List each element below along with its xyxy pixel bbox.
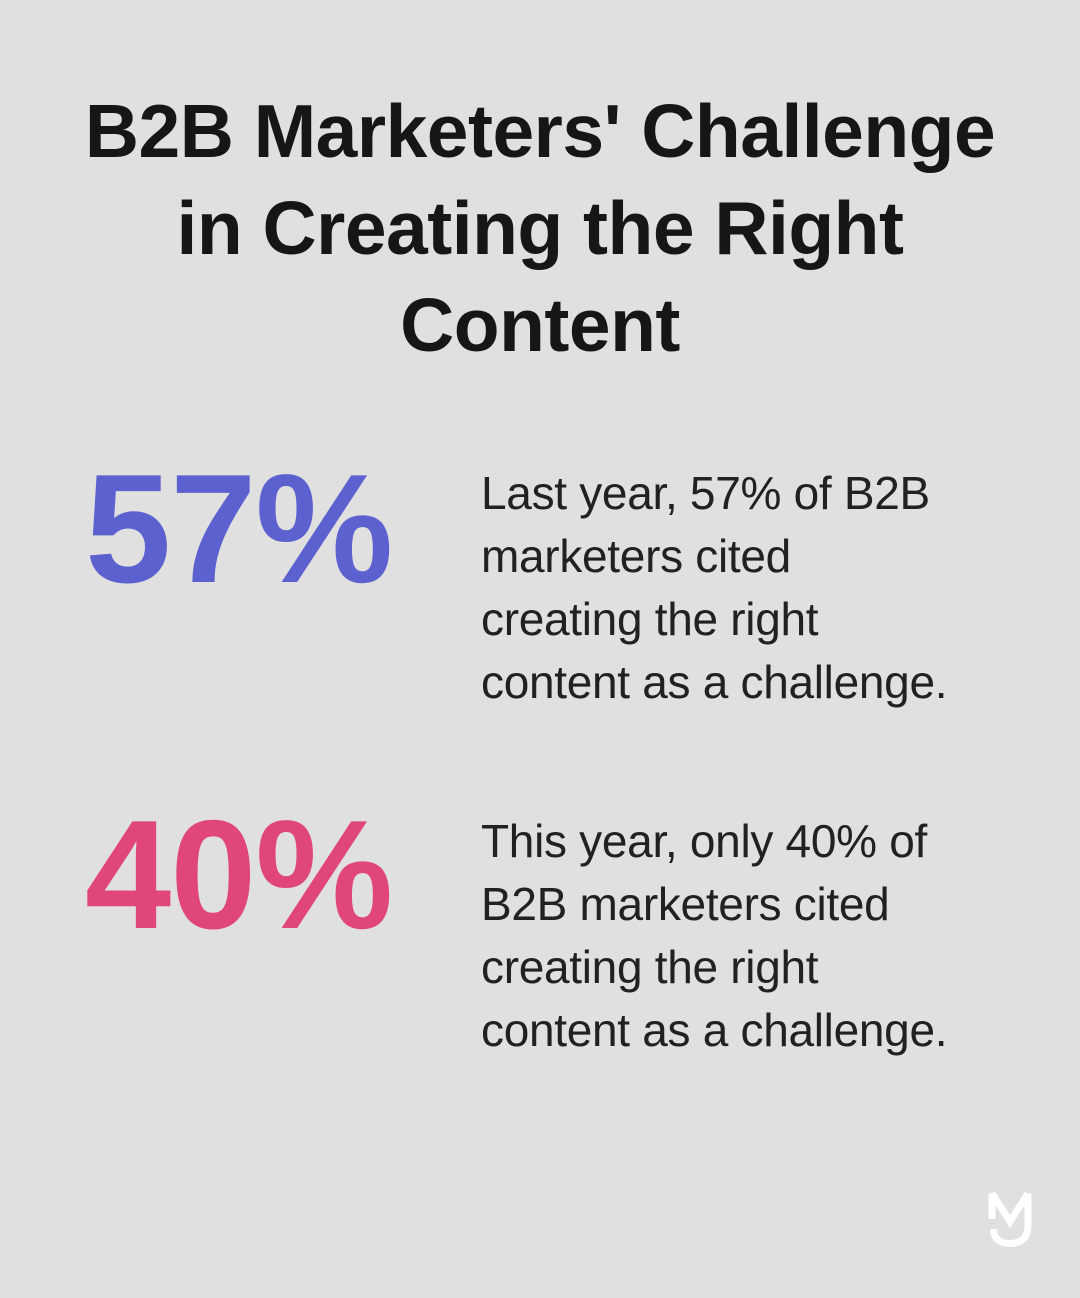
page-title: B2B Marketers' Challenge in Creating the… [84, 89, 996, 367]
stat-value-57: 57% [85, 442, 393, 615]
stat-value-40: 40% [85, 788, 393, 961]
mj-monogram-icon [988, 1192, 1032, 1248]
stat-description-57: Last year, 57% of B2B marketers cited cr… [481, 467, 948, 708]
stat-description-40: This year, only 40% of B2B marketers cit… [481, 815, 948, 1056]
